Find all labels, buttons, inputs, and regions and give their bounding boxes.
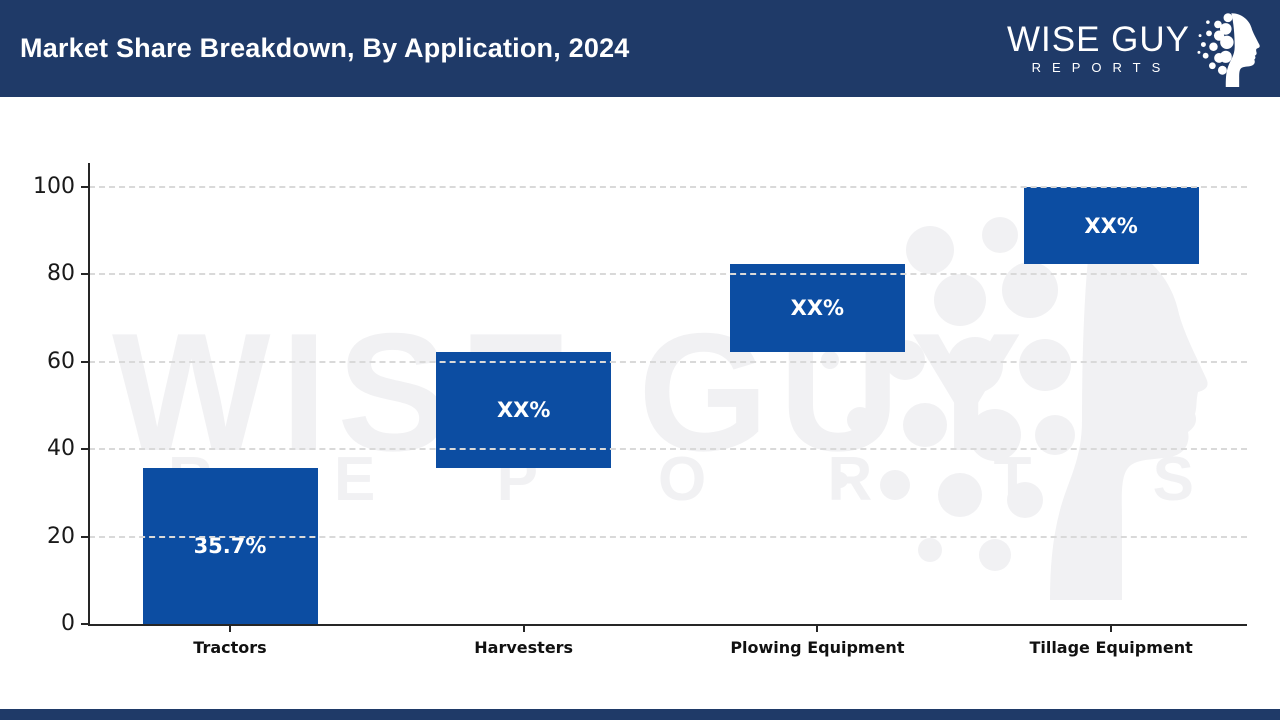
y-tick bbox=[81, 448, 88, 451]
wiseguy-logo: WISE GUY REPORTS bbox=[1007, 11, 1262, 87]
bar-tractors: 35.7% bbox=[142, 467, 318, 624]
x-tick bbox=[1110, 626, 1113, 632]
y-axis-tick-label: 40 bbox=[47, 436, 75, 462]
x-axis-label: Harvesters bbox=[474, 638, 574, 657]
bar-plowing-equipment: XX% bbox=[729, 264, 905, 352]
y-tick bbox=[81, 186, 88, 188]
gridline-100 bbox=[89, 186, 1247, 188]
bar-value-label: XX% bbox=[1084, 213, 1138, 238]
x-axis-label: Plowing Equipment bbox=[730, 638, 905, 657]
y-tick bbox=[81, 360, 88, 363]
gridline-40 bbox=[89, 448, 1247, 451]
bar-tillage-equipment: XX% bbox=[1023, 187, 1199, 265]
footer-bar bbox=[0, 709, 1280, 720]
gridline-20 bbox=[89, 535, 1247, 538]
x-axis-spine bbox=[88, 624, 1247, 626]
logo-reports-text: REPORTS bbox=[1031, 60, 1172, 75]
bar-value-label: 35.7% bbox=[193, 533, 267, 558]
header-bar: Market Share Breakdown, By Application, … bbox=[0, 0, 1280, 97]
chart-title: Market Share Breakdown, By Application, … bbox=[20, 33, 630, 63]
y-axis-tick-label: 60 bbox=[47, 348, 75, 374]
y-tick bbox=[81, 623, 88, 625]
y-axis-spine bbox=[88, 163, 90, 626]
y-axis-tick-label: 20 bbox=[47, 523, 75, 549]
logo-wiseguy-text: WISE GUY bbox=[1006, 20, 1190, 59]
x-axis-label: Tractors bbox=[193, 638, 267, 657]
y-tick bbox=[81, 535, 88, 538]
y-tick bbox=[81, 273, 88, 276]
logo-head-icon bbox=[1197, 12, 1260, 87]
x-axis-label: Tillage Equipment bbox=[1029, 638, 1193, 657]
x-tick bbox=[816, 626, 819, 632]
x-tick bbox=[522, 626, 525, 632]
gridline-60 bbox=[89, 360, 1247, 363]
y-axis-tick-label: 0 bbox=[61, 611, 75, 636]
x-tick bbox=[229, 626, 231, 632]
gridline-80 bbox=[89, 273, 1247, 276]
logo-text: WISE GUY REPORTS bbox=[1006, 20, 1190, 76]
y-axis-tick-label: 80 bbox=[47, 261, 75, 287]
bar-harvesters: XX% bbox=[436, 351, 612, 468]
y-axis-tick-label: 100 bbox=[33, 174, 75, 199]
bar-value-label: XX% bbox=[790, 296, 845, 321]
bar-value-label: XX% bbox=[496, 397, 551, 422]
